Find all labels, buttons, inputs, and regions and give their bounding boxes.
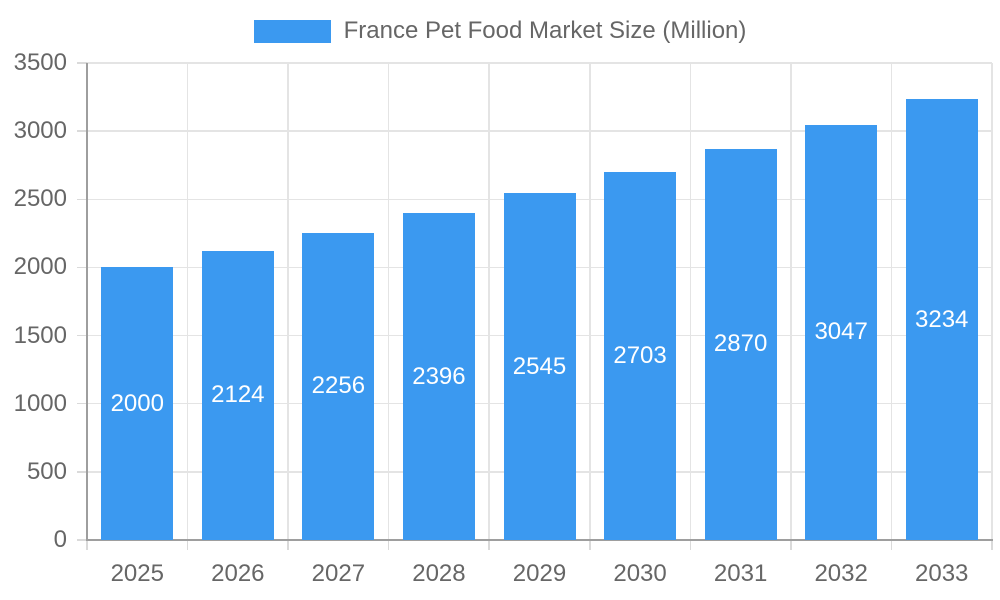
x-tick-mark [488, 540, 490, 550]
x-tick-label: 2029 [512, 560, 567, 587]
x-tick-label: 2027 [311, 560, 366, 587]
y-tick-mark [77, 198, 87, 201]
bar-value-label: 2703 [613, 341, 667, 369]
x-tick-mark [589, 540, 591, 550]
y-tick-mark [77, 266, 87, 269]
bar-value-label: 2545 [512, 352, 567, 380]
y-tick-label: 3500 [13, 49, 67, 76]
y-tick-label: 0 [53, 526, 67, 553]
bar-2031 [704, 148, 777, 540]
y-gridline [87, 62, 992, 64]
bar-value-label: 2000 [110, 389, 164, 417]
y-tick-label: 1000 [13, 389, 67, 417]
bar-2033 [905, 99, 978, 540]
y-tick-label: 1500 [13, 321, 67, 349]
x-gridline [186, 63, 189, 540]
x-gridline [387, 63, 390, 540]
y-tick-label: 2500 [13, 185, 67, 213]
x-tick-label: 2030 [613, 560, 667, 587]
bar-value-label: 2256 [311, 372, 366, 400]
x-tick-mark [689, 540, 692, 550]
chart-legend[interactable]: France Pet Food Market Size (Million) [0, 17, 1000, 45]
bar-value-label: 3047 [814, 318, 868, 346]
bar-2025 [101, 267, 174, 540]
x-tick-label: 2033 [915, 560, 969, 587]
x-tick-label: 2032 [814, 560, 868, 587]
x-gridline [589, 63, 591, 540]
x-tick-label: 2031 [713, 560, 768, 587]
y-tick-mark [77, 334, 87, 337]
x-gridline [991, 63, 993, 540]
x-tick-mark [86, 540, 88, 550]
x-tick-mark [890, 540, 893, 550]
y-axis-line [86, 63, 88, 541]
x-tick-mark [186, 540, 189, 550]
x-gridline [790, 63, 792, 540]
x-gridline [890, 63, 893, 540]
x-axis-line [86, 539, 993, 541]
legend-swatch [253, 19, 331, 43]
x-tick-mark [991, 540, 993, 550]
y-tick-label: 2000 [13, 253, 67, 281]
x-tick-label: 2026 [211, 560, 265, 587]
bar-2027 [302, 232, 375, 540]
bar-2030 [604, 171, 677, 540]
bar-2026 [201, 250, 274, 540]
x-tick-label: 2025 [110, 560, 164, 587]
x-tick-mark [387, 540, 390, 550]
bar-value-label: 2396 [412, 362, 466, 390]
y-tick-mark [77, 62, 87, 64]
legend-label: France Pet Food Market Size (Million) [343, 17, 747, 44]
x-tick-mark [287, 540, 289, 550]
y-gridline [87, 130, 992, 132]
y-tick-mark [77, 471, 87, 473]
bar-2028 [402, 213, 475, 540]
y-tick-mark [77, 130, 87, 132]
bar-value-label: 3234 [915, 305, 969, 333]
x-gridline [689, 63, 692, 540]
bar-value-label: 2124 [211, 381, 265, 409]
y-tick-mark [77, 539, 87, 541]
bar-value-label: 2870 [713, 330, 768, 358]
x-tick-mark [790, 540, 792, 550]
x-gridline [287, 63, 289, 540]
bar-2032 [805, 124, 878, 540]
y-tick-mark [77, 402, 87, 405]
y-tick-label: 3000 [13, 117, 67, 145]
y-tick-label: 500 [26, 457, 67, 485]
bar-2029 [503, 193, 576, 540]
x-gridline [488, 63, 490, 540]
x-tick-label: 2028 [412, 560, 466, 587]
